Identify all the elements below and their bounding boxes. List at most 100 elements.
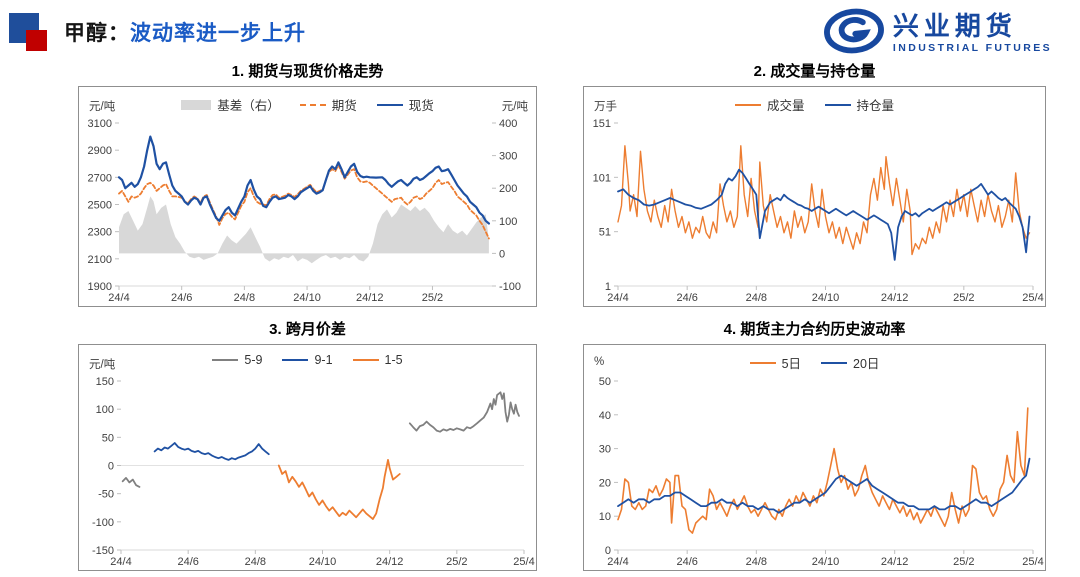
svg-text:50: 50 xyxy=(102,432,114,444)
legend-line-swatch xyxy=(299,103,326,106)
chart-legend: 基差（右） 期货 现货 xyxy=(79,95,536,114)
legend-label: 20日 xyxy=(853,357,880,371)
legend-item-期货: 期货 xyxy=(299,95,357,114)
svg-text:24/6: 24/6 xyxy=(676,292,697,304)
svg-text:400: 400 xyxy=(499,118,517,130)
left-axis-unit: 元/吨 xyxy=(89,101,116,113)
legend-line-swatch xyxy=(749,361,776,364)
svg-text:1900: 1900 xyxy=(88,281,112,293)
chart-legend: 成交量 持仓量 xyxy=(584,95,1045,114)
chart-box: % 5日 20日 24/4 24/6 24/8 24/10 24/12 25/2 25/4 0 1… xyxy=(583,344,1046,571)
legend-line-swatch xyxy=(734,103,761,106)
chart-box: 元/吨 元/吨 基差（右） 期货 现货 24/4 24/6 24/8 24/10 24/12… xyxy=(78,86,537,307)
svg-text:24/12: 24/12 xyxy=(376,556,404,568)
legend-label: 9-1 xyxy=(314,353,333,367)
svg-text:25/4: 25/4 xyxy=(1022,556,1043,568)
svg-text:24/4: 24/4 xyxy=(607,292,628,304)
legend-item-9-1: 9-1 xyxy=(282,353,333,367)
svg-text:25/2: 25/2 xyxy=(446,556,467,568)
chart-title: 4. 期货主力合约历史波动率 xyxy=(723,321,906,338)
left-axis-unit: % xyxy=(594,356,605,368)
decoration-red-square xyxy=(26,30,47,51)
svg-text:24/10: 24/10 xyxy=(812,556,840,568)
svg-text:25/2: 25/2 xyxy=(953,292,974,304)
legend-line-swatch xyxy=(212,359,239,361)
legend-item-成交量: 成交量 xyxy=(734,95,805,114)
svg-text:24/12: 24/12 xyxy=(881,556,909,568)
svg-text:25/2: 25/2 xyxy=(953,556,974,568)
svg-text:24/10: 24/10 xyxy=(293,292,321,304)
right-axis-unit: 元/吨 xyxy=(501,101,528,113)
svg-text:151: 151 xyxy=(593,118,611,130)
svg-text:2500: 2500 xyxy=(88,200,112,212)
svg-text:24/6: 24/6 xyxy=(177,556,198,568)
legend-label: 持仓量 xyxy=(856,99,895,113)
logo-swirl-icon xyxy=(823,7,885,60)
svg-text:51: 51 xyxy=(599,227,611,239)
svg-text:2100: 2100 xyxy=(88,254,112,266)
legend-item-5-9: 5-9 xyxy=(212,353,262,367)
svg-text:40: 40 xyxy=(599,410,611,422)
chart-title: 1. 期货与现货价格走势 xyxy=(231,63,384,80)
svg-text:0: 0 xyxy=(499,248,505,260)
legend-label: 期货 xyxy=(331,99,357,113)
panel-volume-open-interest: 2. 成交量与持仓量 万手 成交量 持仓量 24/4 24/6 24/8 24/10 24… xyxy=(583,60,1046,307)
chart-legend: 5日 20日 xyxy=(584,353,1045,372)
page-title-prefix: 甲醇： xyxy=(64,22,130,45)
legend-label: 5日 xyxy=(781,357,802,371)
legend-label: 基差（右） xyxy=(217,99,280,113)
legend-label: 5-9 xyxy=(244,353,263,367)
svg-text:24/8: 24/8 xyxy=(746,556,767,568)
svg-text:-150: -150 xyxy=(92,545,114,557)
chart-box: 万手 成交量 持仓量 24/4 24/6 24/8 24/10 24/12 25/2 25/4… xyxy=(583,86,1046,307)
panel-historical-volatility: 4. 期货主力合约历史波动率 % 5日 20日 24/4 24/6 24/8 24/10… xyxy=(583,318,1046,571)
chart-title: 3. 跨月价差 xyxy=(269,321,346,338)
svg-text:3100: 3100 xyxy=(88,118,112,130)
company-logo: 兴业期货 INDUSTRIAL FUTURES xyxy=(823,7,1052,60)
svg-text:100: 100 xyxy=(499,216,517,228)
legend-label: 现货 xyxy=(408,99,434,113)
legend-label: 1-5 xyxy=(384,353,403,367)
svg-text:25/4: 25/4 xyxy=(513,556,534,568)
svg-text:24/6: 24/6 xyxy=(171,292,192,304)
svg-text:24/4: 24/4 xyxy=(108,292,129,304)
svg-text:2700: 2700 xyxy=(88,172,112,184)
legend-label: 成交量 xyxy=(766,99,805,113)
page-title-highlight: 波动率进一步上升 xyxy=(130,22,306,45)
panel-futures-spot-price: 1. 期货与现货价格走势 元/吨 元/吨 基差（右） 期货 现货 24/4 24/6 2… xyxy=(78,60,537,307)
svg-text:24/4: 24/4 xyxy=(110,556,131,568)
svg-text:150: 150 xyxy=(96,376,114,388)
svg-text:24/8: 24/8 xyxy=(234,292,255,304)
svg-text:10: 10 xyxy=(599,511,611,523)
logo-text: 兴业期货 INDUSTRIAL FUTURES xyxy=(893,13,1052,54)
legend-line-swatch xyxy=(282,359,309,361)
legend-line-swatch xyxy=(376,103,403,106)
svg-text:24/8: 24/8 xyxy=(746,292,767,304)
legend-line-swatch xyxy=(352,359,379,361)
volatility-chart-svg: 24/4 24/6 24/8 24/10 24/12 25/2 25/4 0 10 20 30 40 5… xyxy=(599,376,1044,568)
svg-text:24/4: 24/4 xyxy=(607,556,628,568)
left-axis-unit: 万手 xyxy=(594,101,617,113)
legend-item-1-5: 1-5 xyxy=(352,353,403,367)
svg-text:100: 100 xyxy=(96,404,114,416)
svg-text:-50: -50 xyxy=(98,489,114,501)
legend-line-swatch xyxy=(821,361,848,364)
futures-spot-chart-svg: 24/4 24/6 24/8 24/10 24/12 25/2 1900 2100 2300 25… xyxy=(88,118,522,304)
panel-calendar-spread: 3. 跨月价差 元/吨 5-9 9-1 1-5 24/4 24/6 24/8 24/10 2… xyxy=(78,318,537,571)
svg-text:-100: -100 xyxy=(92,517,114,529)
svg-text:-100: -100 xyxy=(499,281,521,293)
legend-item-20日: 20日 xyxy=(821,353,879,372)
svg-text:24/8: 24/8 xyxy=(245,556,266,568)
svg-text:24/12: 24/12 xyxy=(881,292,909,304)
chart-legend: 5-9 9-1 1-5 xyxy=(79,353,536,367)
svg-text:24/10: 24/10 xyxy=(812,292,840,304)
svg-text:25/2: 25/2 xyxy=(422,292,443,304)
svg-text:1: 1 xyxy=(605,281,611,293)
svg-text:50: 50 xyxy=(599,376,611,388)
svg-text:0: 0 xyxy=(605,545,611,557)
svg-text:2300: 2300 xyxy=(88,227,112,239)
svg-text:25/4: 25/4 xyxy=(1022,292,1043,304)
left-axis-unit: 元/吨 xyxy=(89,359,116,371)
